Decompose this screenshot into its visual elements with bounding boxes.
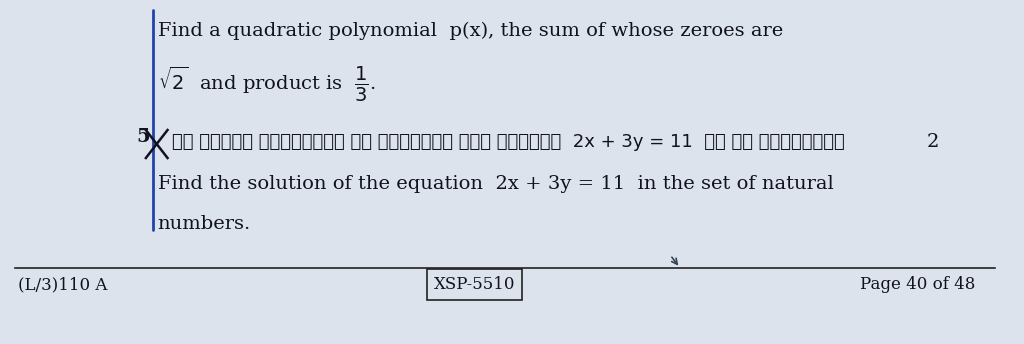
Text: (L/3)110 A: (L/3)110 A: [17, 276, 108, 293]
Text: numbers.: numbers.: [158, 215, 251, 233]
Text: 5: 5: [136, 128, 150, 146]
Text: Find the solution of the equation  2x + 3y = 11  in the set of natural: Find the solution of the equation 2x + 3…: [158, 175, 834, 193]
Text: Find a quadratic polynomial  p(x), the sum of whose zeroes are: Find a quadratic polynomial p(x), the su…: [158, 22, 783, 40]
Text: $\sqrt{2}$  and product is  $\dfrac{1}{3}$.: $\sqrt{2}$ and product is $\dfrac{1}{3}$…: [158, 65, 375, 104]
Text: XSP-5510: XSP-5510: [433, 276, 515, 293]
Text: Page 40 of 48: Page 40 of 48: [860, 276, 976, 293]
Text: धन पूर्ण संख्याओं के समुच्चय में समीकरण  2x + 3y = 11  के हल निकालें।: धन पूर्ण संख्याओं के समुच्चय में समीकरण …: [172, 133, 845, 151]
Text: 2: 2: [927, 133, 939, 151]
